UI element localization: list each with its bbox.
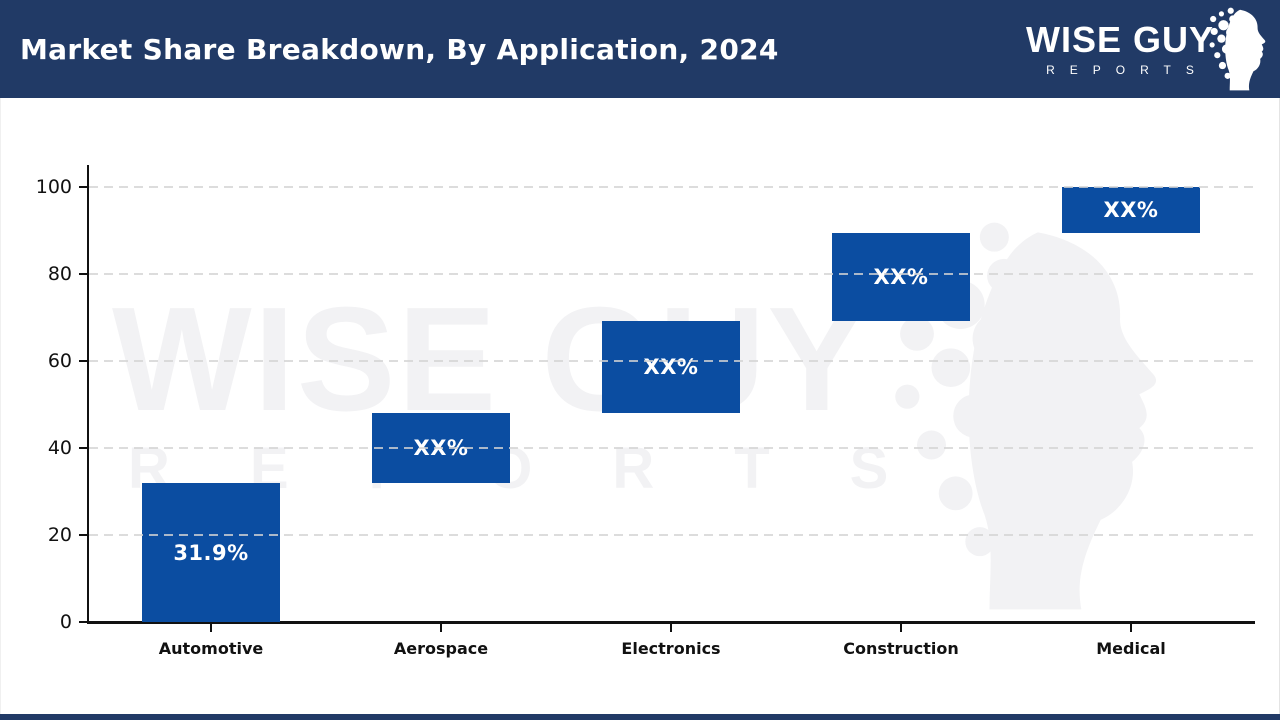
y-axis-label-60: 60 (47, 350, 72, 372)
y-tick (79, 534, 87, 536)
logo-text: WISE GUY REPORTS (1025, 18, 1214, 77)
x-axis-label-construction: Construction (843, 639, 959, 658)
y-axis-line (87, 165, 89, 624)
logo-wiseguy-text: WISE GUY (1025, 18, 1214, 60)
y-axis-label-100: 100 (35, 176, 72, 198)
y-axis-label-0: 0 (59, 611, 72, 633)
bar-electronics: XX% (602, 320, 740, 414)
x-tick (900, 624, 902, 632)
gridline-100 (89, 186, 1253, 188)
logo-reports-text: REPORTS (1046, 62, 1209, 77)
y-tick (79, 360, 87, 362)
wise-guy-logo: WISE GUY REPORTS (1026, 7, 1280, 91)
bar-medical: XX% (1062, 187, 1200, 234)
bar-construction: XX% (832, 233, 970, 321)
gridline-20 (89, 534, 1253, 536)
x-tick (440, 624, 442, 632)
x-tick (1130, 624, 1132, 632)
y-axis-label-80: 80 (47, 263, 72, 285)
bar-value-label: XX% (873, 265, 929, 290)
y-axis-label-40: 40 (47, 437, 72, 459)
y-tick (79, 273, 87, 275)
x-tick (210, 624, 212, 632)
chart-title: Market Share Breakdown, By Application, … (20, 32, 779, 66)
gridline-80 (89, 273, 1253, 275)
header-bar: Market Share Breakdown, By Application, … (0, 0, 1280, 98)
gridline-60 (89, 360, 1253, 362)
y-tick (79, 186, 87, 188)
x-axis-line (87, 621, 1255, 624)
x-tick (670, 624, 672, 632)
gridline-40 (89, 447, 1253, 449)
bar-value-label: XX% (643, 355, 699, 380)
y-tick (79, 621, 87, 623)
x-axis-label-medical: Medical (1096, 639, 1166, 658)
bar-automotive: 31.9% (142, 483, 280, 622)
logo-face-icon (1209, 7, 1266, 91)
bar-value-label: XX% (1103, 198, 1159, 223)
x-axis-label-electronics: Electronics (621, 639, 721, 658)
y-axis-label-20: 20 (47, 524, 72, 546)
x-axis-label-aerospace: Aerospace (393, 639, 489, 658)
x-axis-label-automotive: Automotive (158, 639, 264, 658)
footer-strip (0, 714, 1280, 720)
y-tick (79, 447, 87, 449)
bar-value-label: 31.9% (173, 540, 249, 565)
